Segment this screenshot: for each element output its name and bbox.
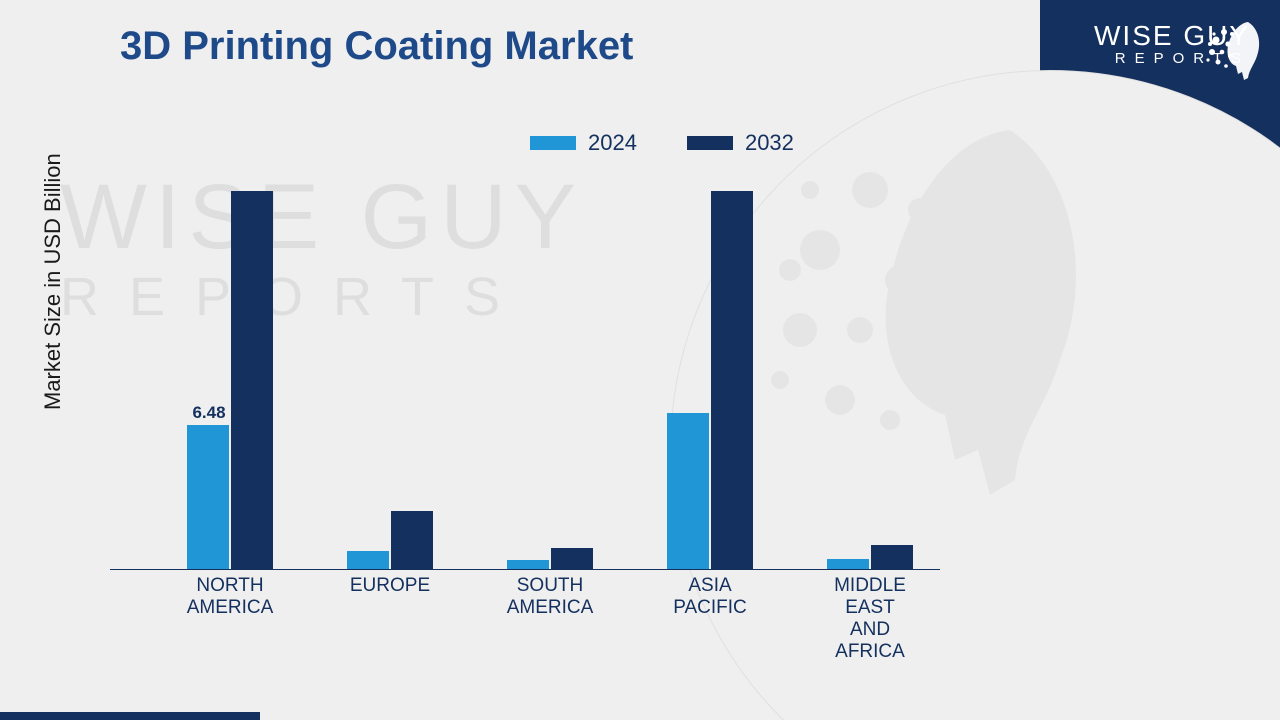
bar-2024 [667, 413, 709, 569]
bar-group: SOUTHAMERICA [470, 548, 630, 569]
bar-2024 [187, 425, 229, 569]
legend-swatch-2032 [687, 136, 733, 150]
bar-2024 [347, 551, 389, 569]
category-label: ASIAPACIFIC [630, 569, 790, 619]
bottom-accent [0, 712, 260, 720]
bar-2032 [231, 191, 273, 569]
brand-logo: WISE GUY REPORTS [1094, 20, 1250, 67]
bar-group: 6.48NORTHAMERICA [150, 191, 310, 569]
bar-group: ASIAPACIFIC [630, 191, 790, 569]
legend-item-2032: 2032 [687, 130, 794, 156]
bar-group: EUROPE [310, 511, 470, 569]
legend-label-2032: 2032 [745, 130, 794, 156]
category-label: EUROPE [310, 569, 470, 597]
bar-2032 [871, 545, 913, 569]
chart-title: 3D Printing Coating Market [120, 24, 633, 69]
legend-item-2024: 2024 [530, 130, 637, 156]
category-label: MIDDLEEASTANDAFRICA [790, 569, 950, 662]
bar-2032 [391, 511, 433, 569]
bar-2024 [507, 560, 549, 569]
plot-region: 6.48NORTHAMERICAEUROPESOUTHAMERICAASIAPA… [110, 170, 940, 570]
bar-group: MIDDLEEASTANDAFRICA [790, 545, 950, 569]
bar-2032 [711, 191, 753, 569]
bar-2032 [551, 548, 593, 569]
category-label: NORTHAMERICA [150, 569, 310, 619]
page-root: WISE GUY REPORTS 3D Printing Coating Mar… [0, 0, 1280, 720]
category-label: SOUTHAMERICA [470, 569, 630, 619]
logo-line2: REPORTS [1094, 50, 1250, 67]
legend-label-2024: 2024 [588, 130, 637, 156]
bar-2024 [827, 559, 869, 569]
legend-swatch-2024 [530, 136, 576, 150]
chart-area: Market Size in USD Billion 2024 2032 6.4… [50, 130, 970, 690]
legend: 2024 2032 [530, 130, 794, 156]
bar-value-label: 6.48 [187, 403, 231, 425]
y-axis-label: Market Size in USD Billion [40, 153, 66, 410]
logo-line1: WISE GUY [1094, 20, 1250, 52]
